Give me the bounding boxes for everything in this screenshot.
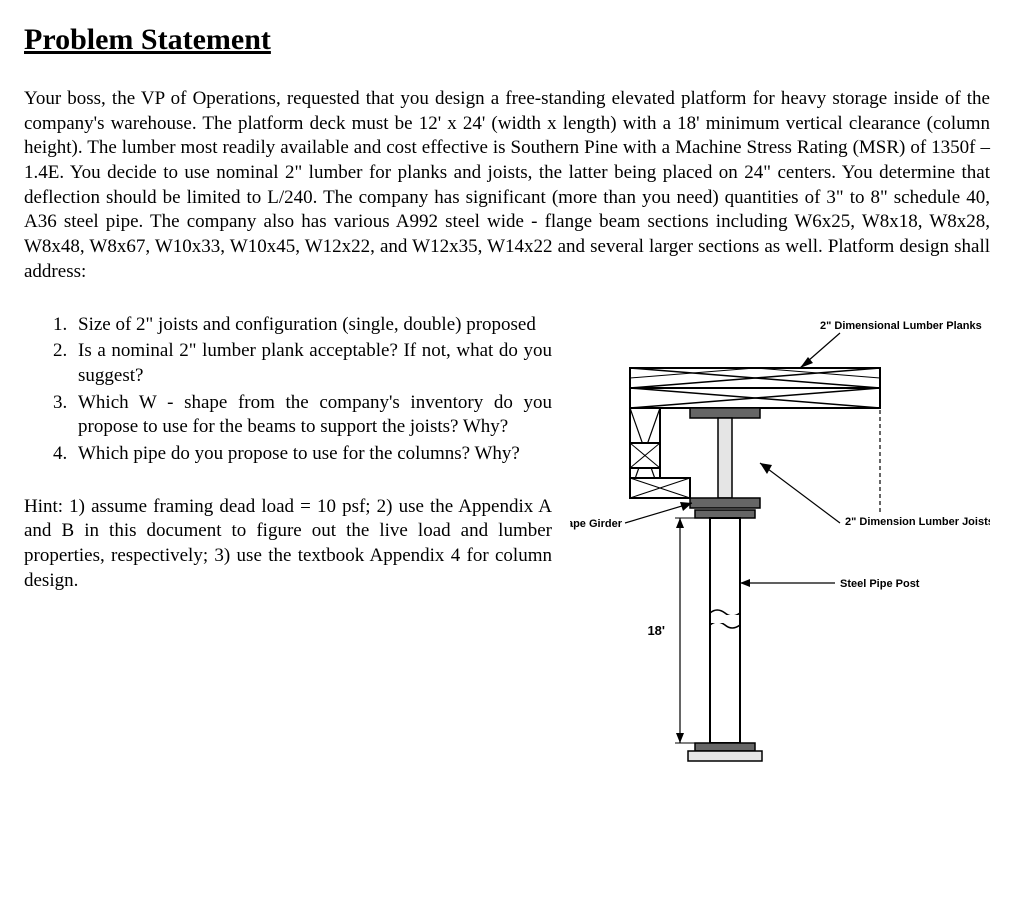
question-list: Size of 2" joists and configuration (sin… (24, 313, 552, 467)
dimension-height: 18' (647, 518, 710, 743)
label-joists-line1: 2" Dimension Lumber Joists (845, 516, 990, 528)
question-item: Size of 2" joists and configuration (sin… (72, 313, 552, 338)
leader-planks: 2" Dimensional Lumber Planks (800, 320, 982, 368)
label-girder: W-Shape Girder (570, 518, 623, 530)
joists-group (630, 408, 690, 498)
question-item: Which pipe do you propose to use for the… (72, 442, 552, 467)
leader-girder: W-Shape Girder (570, 502, 692, 530)
question-item: Which W - shape from the company's inven… (72, 391, 552, 440)
intro-paragraph: Your boss, the VP of Operations, request… (24, 87, 990, 285)
post-group (688, 518, 762, 761)
left-column: Size of 2" joists and configuration (sin… (24, 313, 552, 613)
hint-paragraph: Hint: 1) assume framing dead load = 10 p… (24, 495, 552, 594)
question-item: Is a nominal 2" lumber plank acceptable?… (72, 339, 552, 388)
page-title: Problem Statement (24, 20, 990, 59)
leader-post: Steel Pipe Post (740, 578, 920, 590)
assembly-diagram: 18' 2" Dimensional Lumber Planks W-Shape… (570, 313, 990, 801)
label-planks: 2" Dimensional Lumber Planks (820, 320, 982, 332)
girder-group (690, 408, 760, 518)
label-post: Steel Pipe Post (840, 578, 920, 590)
leader-joists: 2" Dimension Lumber Joists (760, 463, 990, 528)
dim-height-text: 18' (647, 623, 665, 638)
lower-section: Size of 2" joists and configuration (sin… (24, 313, 990, 801)
